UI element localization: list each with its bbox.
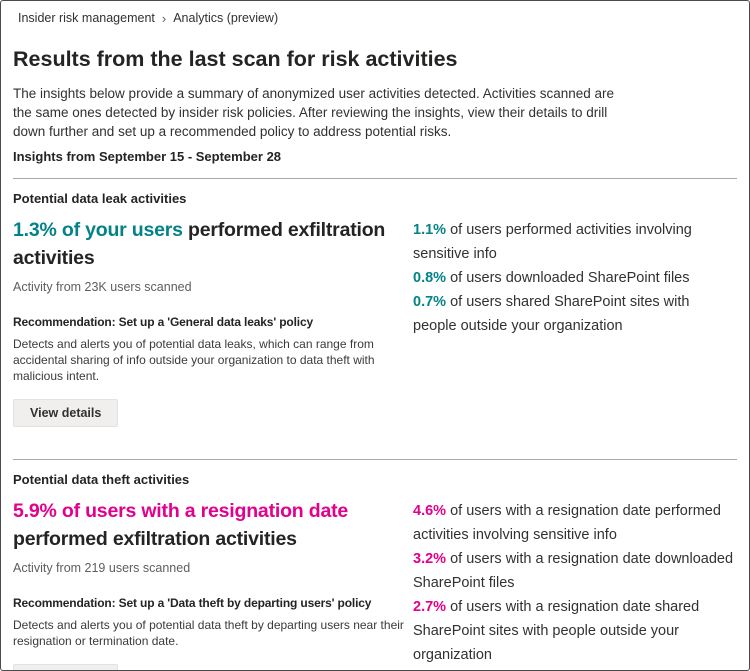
view-details-button-data-theft[interactable]: View details [13,664,119,670]
insight-headline-data-theft: 5.9% of users with a resignation date pe… [13,497,405,553]
stat-text: of users with a resignation date downloa… [413,551,734,591]
stat-percentage: 2.7% [413,599,447,615]
recommendation-title: Recommendation: Set up a 'General data l… [13,315,313,329]
stat-percentage: 1.1% [413,222,447,238]
stat-percentage: 3.2% [413,551,447,567]
headline-text: performed exfiltration activities [13,528,297,550]
insight-summary-data-theft: 5.9% of users with a resignation date pe… [13,497,405,670]
section-divider [13,178,737,179]
stat-percentage: 4.6% [413,503,447,519]
stat-percentage: 0.8% [413,270,447,286]
section-columns: 5.9% of users with a resignation date pe… [13,497,737,670]
stat-item: 0.8% of users downloaded SharePoint file… [413,266,737,290]
page-title: Results from the last scan for risk acti… [13,47,458,71]
stat-text: of users with a resignation date shared … [413,599,700,663]
stat-item: 2.7% of users with a resignation date sh… [413,595,737,667]
breadcrumb-item-analytics-preview[interactable]: Analytics (preview) [173,11,279,25]
section-label-data-leak: Potential data leak activities [13,191,187,206]
view-details-button-data-leak[interactable]: View details [13,399,119,427]
stat-item: 1.1% of users performed activities invol… [413,218,737,266]
insights-date-range: Insights from September 15 - September 2… [13,149,282,164]
insight-headline-data-leak: 1.3% of your users performed exfiltratio… [13,216,405,272]
section-data-theft: Potential data theft activities 5.9% of … [13,472,737,670]
users-scanned-note: Activity from 219 users scanned [13,561,191,575]
breadcrumb-item-insider-risk-management[interactable]: Insider risk management [18,11,155,25]
recommendation-description: Detects and alerts you of potential data… [13,618,404,648]
chevron-right-icon: › [161,10,167,26]
users-scanned-note: Activity from 23K users scanned [13,280,192,294]
stat-item: 4.6% of users with a resignation date pe… [413,499,737,547]
stat-text: of users downloaded SharePoint files [450,270,690,286]
headline-percentage: 5.9% of users with a resignation date [13,500,349,522]
page-description: The insights below provide a summary of … [13,86,615,139]
section-data-leak: Potential data leak activities 1.3% of y… [13,191,737,445]
recommendation-title: Recommendation: Set up a 'Data theft by … [13,596,372,610]
stat-percentage: 0.7% [413,294,447,310]
stat-text: of users with a resignation date perform… [413,503,721,543]
stats-list-data-theft: 4.6% of users with a resignation date pe… [413,497,737,667]
stat-item: 3.2% of users with a resignation date do… [413,547,737,595]
section-divider [13,459,737,460]
stat-item: 0.7% of users shared SharePoint sites wi… [413,290,737,338]
section-columns: 1.3% of your users performed exfiltratio… [13,216,737,427]
main-content: Results from the last scan for risk acti… [1,46,749,670]
breadcrumb: Insider risk management › Analytics (pre… [1,1,749,25]
stat-text: of users performed activities involving … [413,222,692,262]
insight-summary-data-leak: 1.3% of your users performed exfiltratio… [13,216,405,427]
section-label-data-theft: Potential data theft activities [13,472,190,487]
headline-percentage: 1.3% of your users [13,219,183,241]
headline-text: performed exfiltration activities [13,219,386,269]
stats-list-data-leak: 1.1% of users performed activities invol… [413,216,737,338]
stat-text: of users shared SharePoint sites with pe… [413,294,690,334]
recommendation-description: Detects and alerts you of potential data… [13,337,375,383]
